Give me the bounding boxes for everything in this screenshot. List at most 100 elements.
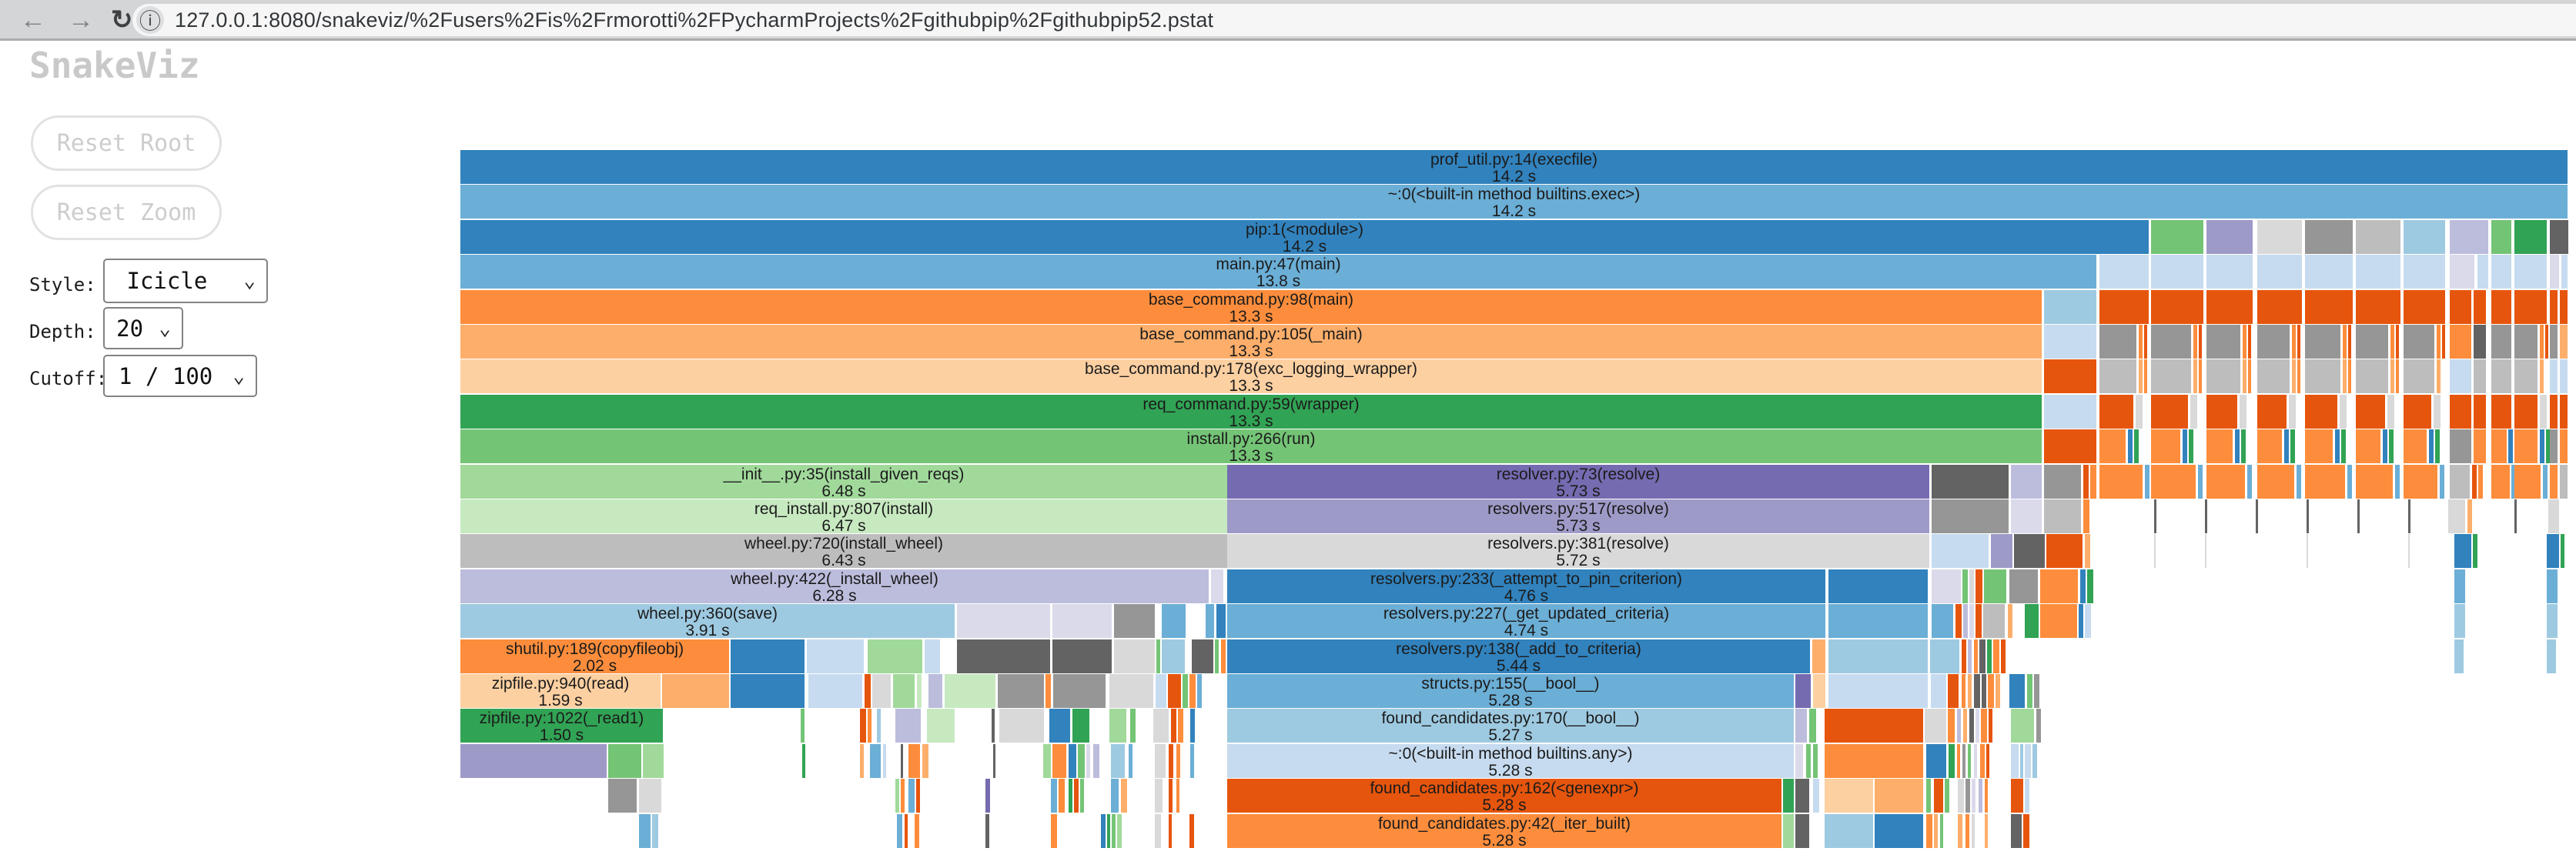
icicle-bar-fragment[interactable] [2561, 534, 2564, 569]
icicle-bar-fragment[interactable] [1957, 743, 1960, 778]
icicle-bar-fragment[interactable] [1211, 569, 1223, 603]
icicle-bar[interactable]: resolvers.py:381(resolve) 5.72 s [1227, 534, 1929, 569]
icicle-bar-fragment[interactable] [2243, 359, 2246, 394]
icicle-bar-fragment[interactable] [2450, 464, 2470, 499]
icicle-bar-fragment[interactable] [2151, 359, 2191, 394]
icicle-bar-fragment[interactable] [2467, 499, 2472, 533]
icicle-bar-fragment[interactable] [2305, 359, 2340, 394]
icicle-bar-fragment[interactable] [2292, 325, 2296, 359]
icicle-bar-fragment[interactable] [2491, 325, 2511, 359]
icicle-bar-fragment[interactable] [1153, 709, 1169, 743]
icicle-bar-fragment[interactable] [807, 639, 864, 673]
reset-root-button[interactable]: Reset Root [31, 115, 222, 171]
icicle-bar-fragment[interactable] [2550, 325, 2558, 359]
icicle-bar-fragment[interactable] [1052, 743, 1066, 778]
icicle-bar-fragment[interactable] [877, 709, 881, 743]
icicle-bar-fragment[interactable] [2080, 569, 2086, 603]
icicle-bar-fragment[interactable] [916, 779, 920, 813]
icicle-bar-fragment[interactable] [868, 639, 922, 673]
icicle-bar-fragment[interactable] [2491, 219, 2511, 254]
icicle-bar-fragment[interactable] [1932, 534, 1989, 569]
icicle-bar-fragment[interactable] [2383, 429, 2387, 464]
icicle-bar-fragment[interactable] [1795, 674, 1811, 708]
icicle-bar-fragment[interactable] [2257, 359, 2290, 394]
icicle-bar-fragment[interactable] [2257, 255, 2302, 289]
icicle-bar-fragment[interactable] [662, 674, 729, 708]
icicle-bar-fragment[interactable] [2079, 604, 2083, 639]
icicle-bar-fragment[interactable] [1086, 743, 1090, 778]
icicle-bar-fragment[interactable] [957, 604, 1050, 639]
icicle-bar-fragment[interactable] [917, 674, 922, 708]
icicle-bar-fragment[interactable] [2154, 499, 2156, 533]
icicle-bar-fragment[interactable] [1052, 604, 1112, 639]
icicle-bar-fragment[interactable] [1809, 709, 1816, 743]
icicle-bar-fragment[interactable] [2145, 464, 2149, 499]
icicle-bar-fragment[interactable] [2284, 429, 2289, 464]
icicle-bar-fragment[interactable] [2289, 394, 2296, 429]
icicle-bar-fragment[interactable] [2450, 325, 2471, 359]
icicle-bar-fragment[interactable] [1934, 779, 1943, 813]
icicle-bar-fragment[interactable] [2550, 429, 2558, 464]
icicle-bar-fragment[interactable] [1795, 709, 1807, 743]
icicle-bar-fragment[interactable] [1155, 779, 1163, 813]
icicle-bar[interactable]: pip:1(<module>) 14.2 s [460, 219, 2149, 255]
icicle-bar-fragment[interactable] [2011, 779, 2023, 813]
icicle-bar-fragment[interactable] [801, 709, 805, 743]
icicle-bar[interactable]: prof_util.py:14(execfile) 14.2 s [460, 150, 2568, 185]
icicle-bar-fragment[interactable] [2009, 674, 2025, 708]
icicle-bar-fragment[interactable] [868, 709, 871, 743]
icicle-bar-fragment[interactable] [2450, 255, 2474, 289]
icicle-bar-fragment[interactable] [460, 743, 607, 778]
icicle-bar-fragment[interactable] [2404, 255, 2445, 289]
icicle-bar-fragment[interactable] [2205, 534, 2206, 569]
icicle-bar-fragment[interactable] [2356, 255, 2400, 289]
icicle-bar-fragment[interactable] [1813, 674, 1825, 708]
icicle-bar[interactable]: found_candidates.py:170(__bool__) 5.27 s [1227, 709, 1794, 744]
icicle-bar[interactable]: req_command.py:59(wrapper) 13.3 s [460, 394, 2042, 429]
icicle-bar-fragment[interactable] [1949, 743, 1955, 778]
icicle-bar-fragment[interactable] [2044, 289, 2096, 324]
icicle-bar-fragment[interactable] [2206, 255, 2253, 289]
icicle-bar-fragment[interactable] [2404, 325, 2434, 359]
icicle-bar-fragment[interactable] [883, 743, 886, 778]
icicle-bar-fragment[interactable] [1169, 813, 1172, 848]
icicle-bar-fragment[interactable] [2478, 464, 2483, 499]
icicle-bar-fragment[interactable] [1130, 709, 1136, 743]
icicle-bar-fragment[interactable] [2450, 429, 2471, 464]
icicle-bar-fragment[interactable] [1795, 779, 1809, 813]
icicle-bar-fragment[interactable] [1989, 709, 1992, 743]
icicle-bar-fragment[interactable] [2257, 325, 2290, 359]
icicle-bar-fragment[interactable] [1825, 779, 1873, 813]
icicle-bar-fragment[interactable] [2243, 325, 2246, 359]
icicle-bar-fragment[interactable] [1985, 779, 1988, 813]
icicle-bar-fragment[interactable] [2450, 289, 2471, 324]
icicle-bar-fragment[interactable] [2099, 325, 2136, 359]
icicle-bar-fragment[interactable] [1969, 709, 1974, 743]
icicle-bar-fragment[interactable] [1825, 813, 1873, 848]
icicle-bar-fragment[interactable] [731, 674, 805, 708]
icicle-bar-fragment[interactable] [993, 743, 995, 778]
icicle-bar-fragment[interactable] [2491, 255, 2511, 289]
icicle-bar-fragment[interactable] [1155, 743, 1166, 778]
icicle-bar-fragment[interactable] [999, 709, 1044, 743]
icicle-bar-fragment[interactable] [2404, 464, 2437, 499]
icicle-bar-fragment[interactable] [1932, 604, 1953, 639]
icicle-bar-fragment[interactable] [1962, 674, 1965, 708]
icicle-bar-fragment[interactable] [2514, 499, 2517, 533]
icicle-bar-fragment[interactable] [2009, 569, 2038, 603]
icicle-bar-fragment[interactable] [1129, 743, 1132, 778]
icicle-bar-fragment[interactable] [1114, 604, 1155, 639]
icicle-bar-fragment[interactable] [1968, 674, 1972, 708]
icicle-bar[interactable]: wheel.py:720(install_wheel) 6.43 s [460, 534, 1227, 569]
icicle-bar-fragment[interactable] [1169, 743, 1173, 778]
icicle-bar-fragment[interactable] [2305, 394, 2337, 429]
icicle-bar-fragment[interactable] [2390, 359, 2394, 394]
icicle-bar-fragment[interactable] [1825, 743, 1923, 778]
icicle-bar-fragment[interactable] [1051, 813, 1057, 848]
icicle-bar-fragment[interactable] [2408, 534, 2410, 569]
icicle-bar-fragment[interactable] [1975, 709, 1979, 743]
icicle-bar-fragment[interactable] [2560, 429, 2568, 464]
icicle-bar-fragment[interactable] [2340, 394, 2347, 429]
icicle-bar-fragment[interactable] [1974, 674, 1980, 708]
icicle-bar-fragment[interactable] [2547, 604, 2558, 639]
